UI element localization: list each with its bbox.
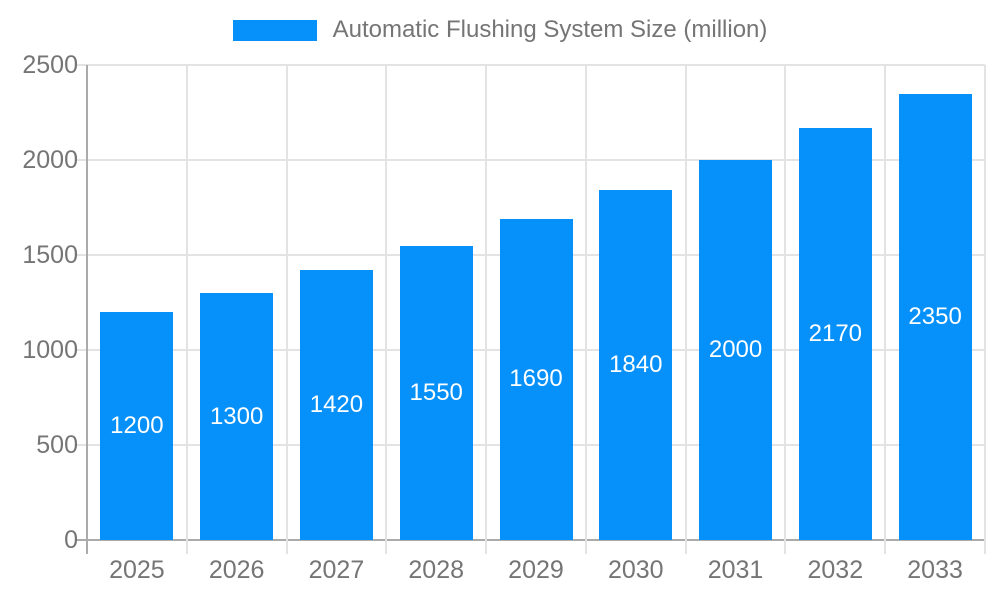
x-tick-label: 2026	[208, 556, 265, 584]
x-tick-label: 2025	[109, 556, 165, 584]
bar-value-label: 1690	[509, 365, 563, 393]
y-tick-label: 1500	[22, 241, 78, 269]
bar-value-label: 2000	[708, 336, 763, 363]
bar[interactable]: 2000	[699, 160, 773, 540]
bar[interactable]: 1200	[100, 312, 174, 540]
x-tick-label: 2030	[607, 556, 664, 584]
bar-value-label: 2170	[808, 319, 863, 347]
y-tick-label: 2500	[22, 51, 78, 79]
bar-value-label: 2350	[908, 302, 962, 330]
vertical-gridline	[186, 65, 188, 554]
y-tick-label: 500	[36, 431, 78, 459]
plot-area: 1200 1300 1420 1550 1690 1840 2000 2170 2350	[77, 64, 986, 554]
vertical-gridline	[585, 65, 587, 554]
y-tick-label: 2000	[22, 146, 78, 174]
horizontal-gridline	[77, 159, 985, 161]
x-axis-line	[77, 539, 985, 541]
x-tick-label: 2031	[707, 556, 764, 584]
x-tick-label: 2028	[408, 556, 465, 584]
bar[interactable]: 1690	[499, 218, 573, 540]
x-tick-label: 2033	[907, 556, 963, 584]
vertical-gridline	[984, 65, 986, 554]
vertical-gridline	[286, 65, 288, 554]
bar[interactable]: 2170	[798, 127, 872, 540]
legend-label: Automatic Flushing System Size (million)	[332, 16, 768, 43]
x-tick-label: 2027	[308, 556, 365, 584]
legend[interactable]: Automatic Flushing System Size (million)	[0, 16, 1000, 44]
bar-value-label: 1550	[409, 378, 463, 406]
bar[interactable]: 1840	[599, 190, 673, 540]
bar-value-label: 1420	[309, 391, 364, 419]
y-tick-label: 1000	[22, 336, 78, 364]
y-tick-label: 0	[64, 526, 78, 554]
vertical-gridline	[784, 65, 786, 554]
vertical-gridline	[685, 65, 687, 554]
bar-value-label: 1840	[609, 351, 663, 379]
vertical-gridline	[485, 65, 487, 554]
x-axis-labels: 2025 2026 2027 2028 2029 2030 2031 2032 2033	[87, 554, 985, 588]
bar-value-label: 1200	[110, 412, 164, 439]
horizontal-gridline	[77, 64, 985, 66]
x-tick-label: 2032	[807, 556, 864, 584]
bar[interactable]: 1550	[399, 245, 473, 540]
bar[interactable]: 1420	[299, 270, 373, 540]
x-tick-label: 2029	[508, 556, 564, 584]
vertical-gridline	[884, 65, 886, 554]
y-axis-labels: 0 500 1000 1500 2000 2500	[0, 51, 78, 554]
bar-value-label: 1300	[209, 402, 264, 430]
bar[interactable]: 2350	[898, 93, 972, 540]
bar[interactable]: 1300	[200, 293, 274, 540]
y-axis-line	[86, 65, 88, 554]
vertical-gridline	[385, 65, 387, 554]
legend-swatch-icon	[232, 19, 317, 41]
